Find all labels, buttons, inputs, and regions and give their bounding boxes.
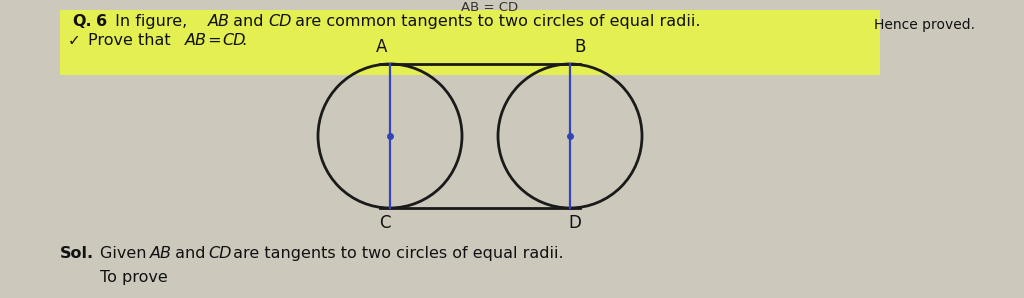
Text: CD: CD (268, 14, 292, 29)
Text: 6: 6 (96, 14, 108, 29)
Text: Hence proved.: Hence proved. (874, 18, 975, 32)
Text: AB: AB (208, 14, 230, 29)
Bar (60, 10, 880, 75)
Text: Q.: Q. (72, 14, 91, 29)
Text: Prove that: Prove that (88, 33, 176, 48)
Text: =: = (203, 33, 226, 48)
Text: To prove: To prove (100, 270, 168, 285)
Text: AB: AB (150, 246, 172, 261)
Text: AB: AB (185, 33, 207, 48)
Text: B: B (574, 38, 586, 56)
Text: are tangents to two circles of equal radii.: are tangents to two circles of equal rad… (228, 246, 563, 261)
Text: CD: CD (222, 33, 246, 48)
Text: and: and (228, 14, 268, 29)
Text: AB = CD: AB = CD (462, 1, 518, 14)
Text: Given: Given (100, 246, 152, 261)
Text: A: A (376, 38, 388, 56)
Text: C: C (379, 214, 391, 232)
Text: CD: CD (208, 246, 231, 261)
Text: D: D (568, 214, 582, 232)
Text: .: . (241, 33, 246, 48)
Text: In figure,: In figure, (110, 14, 193, 29)
Text: and: and (170, 246, 211, 261)
Text: ✓: ✓ (68, 33, 81, 48)
Text: Sol.: Sol. (60, 246, 94, 261)
Text: are common tangents to two circles of equal radii.: are common tangents to two circles of eq… (290, 14, 700, 29)
